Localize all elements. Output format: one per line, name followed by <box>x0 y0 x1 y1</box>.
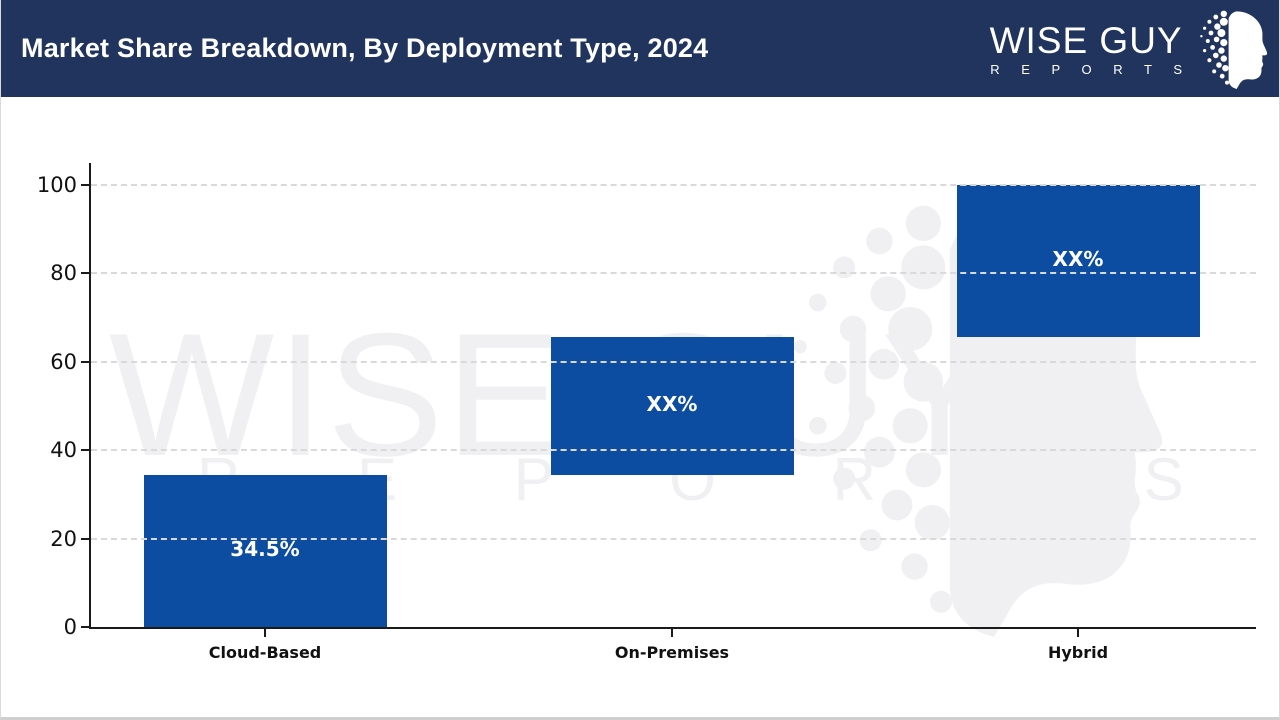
gridline <box>91 272 1256 275</box>
bar-value-label: XX% <box>646 392 698 416</box>
wiseguy-logo-sub: R E P O R T S <box>990 61 1191 77</box>
gridline <box>91 360 1256 363</box>
wiseguy-face-icon <box>1200 10 1267 89</box>
wiseguy-logo: WISE GUY R E P O R T S <box>981 9 1267 89</box>
wiseguy-logo-name: WISE GUY <box>989 19 1183 61</box>
y-axis-line <box>89 163 91 629</box>
chart-canvas: WISE GUY R E P O R T S 0 20 40 60 80 100 34.5%… <box>1 97 1279 717</box>
y-tick-mark <box>81 184 89 186</box>
header: Market Share Breakdown, By Deployment Ty… <box>1 0 1279 97</box>
bar-value-label: 34.5% <box>230 536 300 561</box>
y-tick-mark <box>81 626 89 628</box>
bar-cloud-based <box>143 474 387 627</box>
y-tick-label: 40 <box>50 438 77 463</box>
y-tick-label: 60 <box>50 349 77 374</box>
y-tick-label: 0 <box>63 615 77 639</box>
y-tick-mark <box>81 537 89 540</box>
x-category-label-hybrid: Hybrid <box>1047 643 1109 662</box>
x-category-label-on-premises: On-Premises <box>614 643 730 662</box>
y-tick-mark <box>81 272 89 275</box>
gridline <box>91 449 1256 452</box>
bar-value-label: XX% <box>1052 247 1104 272</box>
bar-on-premises <box>550 337 794 475</box>
x-category-label-cloud-based: Cloud-Based <box>208 643 322 662</box>
y-tick-mark <box>81 449 89 452</box>
plot-area: 0 20 40 60 80 100 34.5% Cloud-Based XX% On-Premis… <box>1 97 1279 717</box>
x-tick-mark <box>264 629 266 637</box>
gridline <box>91 537 1256 540</box>
y-tick-label: 100 <box>36 173 77 197</box>
page-title: Market Share Breakdown, By Deployment Ty… <box>21 33 709 63</box>
x-axis-line <box>89 627 1256 629</box>
y-tick-mark <box>81 360 89 363</box>
wiseguy-logo-text: WISE GUY R E P O R T S <box>981 22 1191 76</box>
y-tick-label: 80 <box>50 261 77 286</box>
x-tick-mark <box>1077 629 1079 637</box>
y-tick-label: 20 <box>50 526 77 551</box>
x-tick-mark <box>671 629 673 637</box>
gridline <box>91 184 1256 186</box>
